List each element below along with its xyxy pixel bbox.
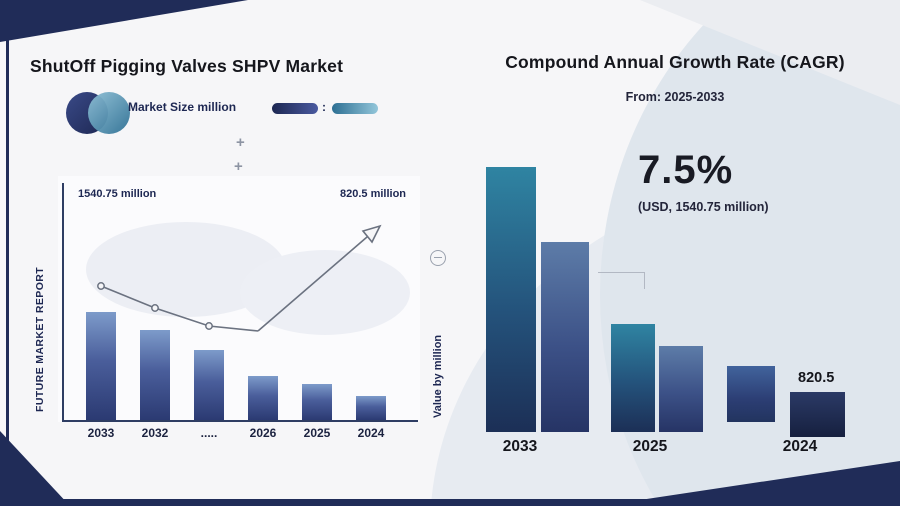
right-bars-layer [450, 160, 890, 440]
market-size-legend-label: Market Size million [128, 100, 237, 114]
right-x-axis-labels: 2033 2025 2024 [450, 438, 890, 460]
corner-triangle-top-left [0, 0, 248, 42]
annotation-820-right: 820.5 [798, 370, 835, 386]
left-bar-2025 [302, 384, 332, 420]
left-chart-x-axis [62, 420, 418, 422]
step-line-decoration [598, 272, 645, 289]
left-chart-y-axis [62, 183, 64, 422]
right-x-label: 2025 [632, 438, 668, 455]
left-bar-2024 [356, 396, 386, 420]
right-chart-subtitle: From: 2025-2033 [625, 90, 725, 104]
right-x-label: 2033 [502, 438, 538, 455]
left-chart-vertical-label: FUTURE MARKET REPORT [34, 266, 46, 412]
left-x-label: 2025 [303, 426, 331, 440]
right-bar-2033 [541, 242, 589, 432]
right-bar-2033 [486, 167, 536, 432]
plus-icon: + [236, 134, 245, 151]
cagr-basis: (USD, 1540.75 million) [638, 200, 769, 214]
right-bar-2025 [659, 346, 703, 432]
left-bars-layer [62, 178, 418, 422]
left-x-label: 2033 [87, 426, 115, 440]
left-bar-..... [194, 350, 224, 420]
trend-line-with-arrow [97, 224, 382, 332]
right-chart-title: Compound Annual Growth Rate (CAGR) [505, 52, 845, 72]
region-legend: MEA Latin America Asia Pacific Europe No… [0, 464, 900, 490]
left-x-label: 2024 [357, 426, 385, 440]
left-x-label: ..... [200, 426, 218, 440]
left-x-label: 2026 [249, 426, 277, 440]
left-bar-2033 [86, 312, 116, 420]
sphere-icon [88, 92, 130, 134]
plus-icon: + [234, 158, 243, 175]
legend-pill-teal [332, 103, 378, 114]
minus-circle-icon [430, 250, 446, 266]
cagr-value: 7.5% [638, 148, 734, 192]
left-bar-2032 [140, 330, 170, 420]
right-x-label: 2024 [782, 438, 818, 455]
bottom-border-line [0, 499, 900, 506]
pill-separator: : [322, 100, 326, 114]
right-bar-2024 [790, 392, 845, 437]
annotation-820-left: 820.5 million [340, 188, 407, 200]
right-bar-2024 [727, 366, 775, 422]
panel-blob [240, 250, 410, 335]
right-bar-2025 [611, 324, 655, 432]
right-chart-y-label: Value by million [432, 334, 444, 418]
legend-pill-navy [272, 103, 318, 114]
left-border-line [6, 0, 9, 506]
annotation-1540: 1540.75 million [78, 188, 157, 200]
left-x-label: 2032 [141, 426, 169, 440]
left-chart-title: ShutOff Pigging Valves SHPV Market [30, 56, 344, 76]
left-bar-2026 [248, 376, 278, 420]
left-x-axis-labels: 2033 2032..... 2026 2025 2024 [62, 426, 418, 442]
